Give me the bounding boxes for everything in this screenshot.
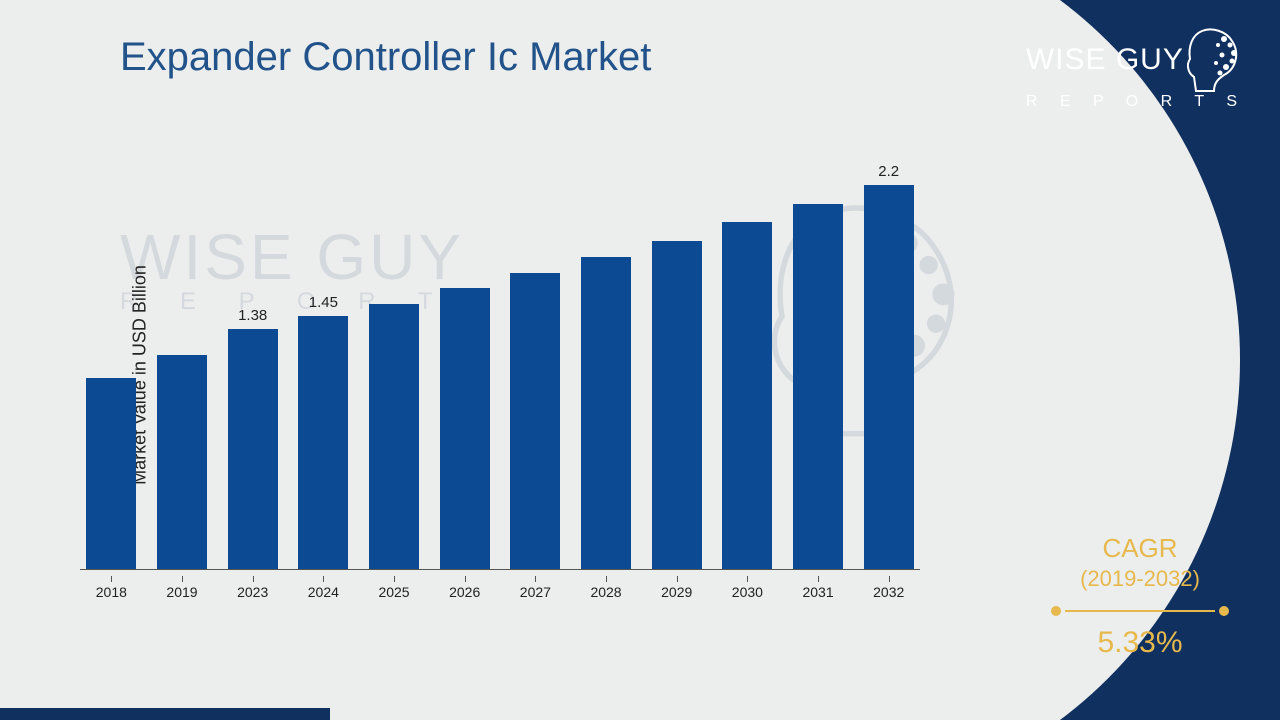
bar-value-label: 1.38	[238, 307, 267, 324]
bar-column	[581, 257, 632, 570]
x-axis: 2018 2019 2023 2024 2025 2026 2027 2028 2029 2030…	[80, 584, 920, 600]
bar-value-label: 1.45	[309, 294, 338, 311]
bar	[157, 355, 207, 570]
logo-main-row: WISE GUY	[1026, 25, 1250, 95]
bar-chart: Market Value in USD Billion 1.381.452.2 …	[40, 150, 920, 600]
cagr-range: (2019-2032)	[1030, 566, 1250, 592]
bar-column: 2.2	[863, 185, 914, 570]
logo-text-sub: R E P O R T S	[1026, 93, 1246, 111]
x-tick-label: 2028	[581, 584, 632, 600]
x-tick-label: 2029	[651, 584, 702, 600]
dot-icon	[1051, 606, 1061, 616]
x-tick-label: 2025	[369, 584, 420, 600]
dot-icon	[1219, 606, 1229, 616]
x-tick-label: 2023	[227, 584, 278, 600]
line-icon	[1065, 610, 1215, 612]
bar	[369, 304, 419, 570]
x-tick-label: 2026	[439, 584, 490, 600]
bar-column	[793, 204, 844, 570]
bar-column	[722, 222, 773, 570]
bar-column	[86, 378, 137, 571]
bar	[652, 241, 702, 570]
bar: 1.38	[228, 329, 278, 571]
bar-column: 1.38	[227, 329, 278, 571]
chart-title: Expander Controller Ic Market	[120, 35, 651, 80]
cagr-label: CAGR	[1030, 533, 1250, 564]
bar-column	[157, 355, 208, 570]
cagr-divider	[1030, 606, 1250, 616]
x-tick-label: 2030	[722, 584, 773, 600]
brain-head-icon	[1184, 25, 1244, 95]
bar-column	[369, 304, 420, 570]
x-tick-label: 2027	[510, 584, 561, 600]
plot-area: 1.38 1.45 2.2	[80, 150, 920, 570]
bar	[440, 288, 490, 570]
bar-column	[439, 288, 490, 570]
bar-column: 1.45	[298, 316, 349, 570]
x-tick-label: 2019	[157, 584, 208, 600]
cagr-value: 5.33%	[1030, 626, 1250, 660]
logo-text-main: WISE GUY	[1026, 43, 1184, 77]
x-tick-label: 2032	[863, 584, 914, 600]
x-tick-label: 2024	[298, 584, 349, 600]
bar	[86, 378, 136, 571]
bar-column	[510, 273, 561, 571]
bar	[793, 204, 843, 570]
bar	[510, 273, 560, 571]
bar: 1.45	[298, 316, 348, 570]
x-tick-label: 2031	[793, 584, 844, 600]
bar	[581, 257, 631, 570]
x-axis-baseline	[80, 569, 920, 570]
x-tick-label: 2018	[86, 584, 137, 600]
bar: 2.2	[864, 185, 914, 570]
bar-value-label: 2.2	[878, 163, 899, 180]
page-root: Expander Controller Ic Market WISE GUY R…	[0, 0, 1280, 720]
cagr-block: CAGR (2019-2032) 5.33%	[1030, 533, 1250, 660]
bar-column	[651, 241, 702, 570]
bar	[722, 222, 772, 570]
brand-logo: WISE GUY R E P O R T S	[1026, 25, 1250, 111]
bottom-accent-strip	[0, 708, 330, 720]
